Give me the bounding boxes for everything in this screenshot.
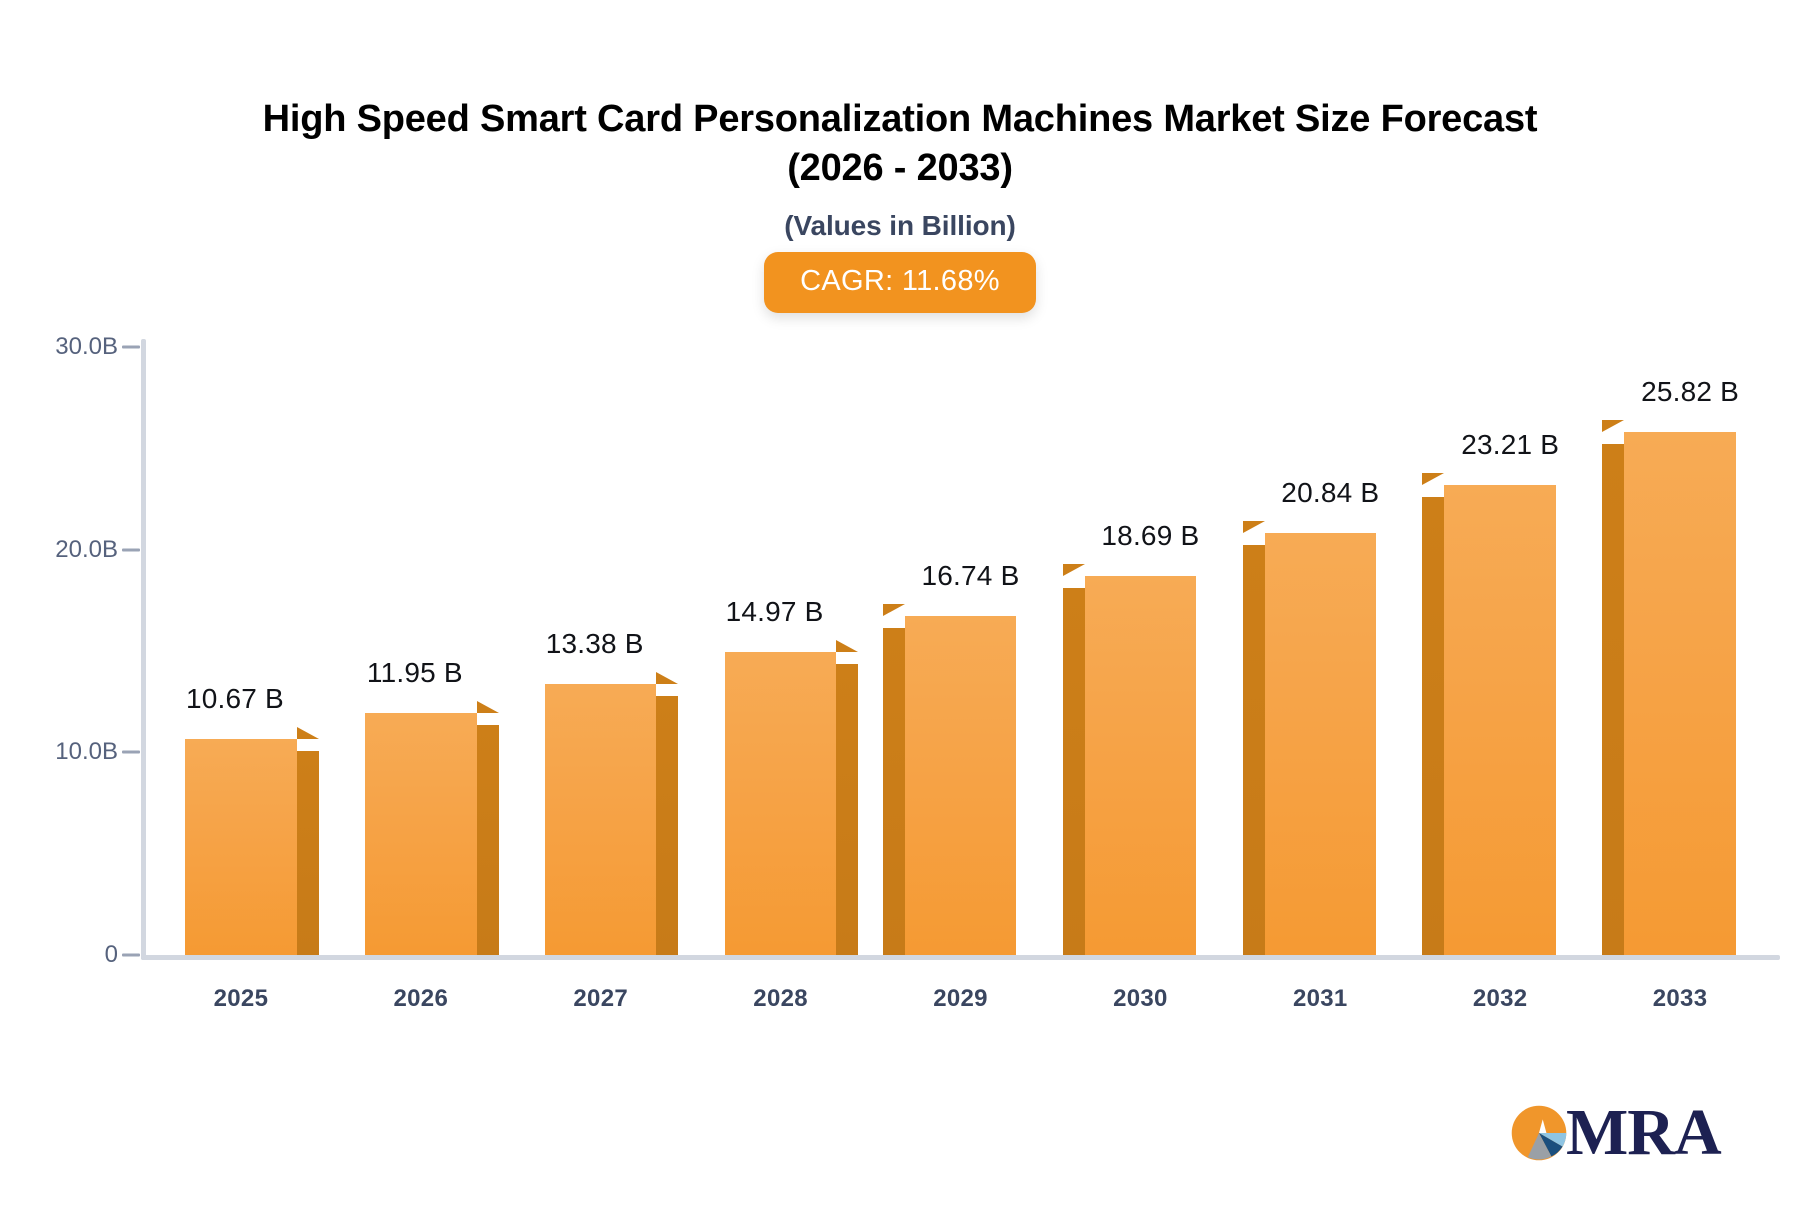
bar-top-face [476, 700, 499, 713]
bar-2031[interactable] [1242, 520, 1377, 955]
bar-value-label: 20.84 B [1281, 476, 1380, 508]
bar-front-face [1624, 431, 1736, 955]
page-title: High Speed Smart Card Personalization Ma… [262, 98, 1538, 189]
bar-side-face [296, 750, 319, 955]
bar-value-label: 16.74 B [921, 559, 1020, 591]
bar-value-label: 11.95 B [366, 656, 463, 688]
chart-subtitle: (Values in Billion) [784, 210, 1016, 242]
y-axis-tick-mark [122, 345, 140, 349]
bar-front-face [904, 615, 1017, 955]
cagr-badge-wrapper: CAGR: 11.68% [0, 252, 1800, 313]
bar-side-face [1062, 588, 1085, 955]
bar-side-face [656, 695, 679, 955]
bar-side-face [1602, 443, 1625, 955]
bar-top-face [1602, 419, 1625, 432]
bar-front-face [1444, 484, 1556, 955]
bar-2033[interactable] [1602, 419, 1736, 955]
y-axis-tick-mark [122, 548, 140, 552]
logo-text: MRA [1566, 1096, 1722, 1169]
x-axis-tick-label: 2032 [1472, 985, 1528, 1012]
bar-top-face [296, 726, 319, 739]
y-axis-tick-mark [122, 953, 140, 957]
y-axis-tick-label: 10.0B [55, 738, 118, 766]
bar-value-label: 18.69 B [1101, 520, 1200, 552]
bar-value-label: 13.38 B [545, 627, 644, 659]
chart-header: High Speed Smart Card Personalization Ma… [0, 95, 1800, 242]
bar-top-face [1422, 472, 1445, 485]
bar-2026[interactable] [365, 700, 499, 955]
bar-value-label: 23.21 B [1461, 428, 1560, 460]
y-axis-line [141, 339, 146, 960]
y-axis-tick-label: 20.0B [55, 535, 118, 563]
bar-front-face [365, 712, 477, 955]
bar-front-face [1084, 576, 1197, 955]
bar-2029[interactable] [882, 603, 1017, 955]
x-axis-tick-label: 2030 [1113, 985, 1168, 1012]
y-axis-tick-mark [122, 750, 140, 754]
bar-2032[interactable] [1422, 472, 1556, 955]
bar-2027[interactable] [544, 671, 679, 955]
x-axis-tick-label: 2028 [753, 985, 808, 1012]
bar-2025[interactable] [185, 726, 319, 955]
pie-chart-logo-icon [1511, 1105, 1567, 1161]
y-axis-tick-label: 0 [104, 941, 118, 968]
bar-side-face [476, 724, 499, 955]
bar-top-face [882, 603, 905, 616]
x-axis-line [141, 955, 1780, 960]
mra-logo: MRA [1508, 1094, 1722, 1172]
x-axis-tick-label: 2026 [393, 985, 449, 1012]
y-axis-tick-label: 30.0B [55, 333, 118, 360]
bar-side-face [882, 627, 905, 955]
x-axis-tick-label: 2029 [933, 985, 988, 1012]
bar-side-face [836, 663, 859, 955]
bar-value-label: 14.97 B [725, 595, 824, 627]
bar-front-face [1264, 532, 1377, 955]
bar-side-face [1422, 496, 1445, 955]
bar-top-face [656, 671, 679, 684]
x-axis-tick-label: 2033 [1652, 985, 1708, 1012]
bar-front-face [185, 738, 297, 955]
x-axis-tick-label: 2025 [213, 985, 269, 1012]
status-badge: CAGR: 11.68% [764, 252, 1036, 313]
bar-top-face [1062, 564, 1085, 577]
bar-top-face [836, 639, 859, 652]
bar-2030[interactable] [1062, 564, 1197, 955]
bar-front-face [724, 651, 837, 955]
bar-2028[interactable] [724, 639, 859, 955]
bar-side-face [1242, 544, 1265, 955]
bar-top-face [1242, 520, 1265, 533]
bar-value-label: 10.67 B [185, 682, 284, 714]
x-axis-tick-label: 2027 [573, 985, 628, 1012]
bar-value-label: 25.82 B [1641, 375, 1740, 407]
bar-front-face [544, 683, 657, 955]
x-axis-tick-label: 2031 [1292, 985, 1348, 1012]
